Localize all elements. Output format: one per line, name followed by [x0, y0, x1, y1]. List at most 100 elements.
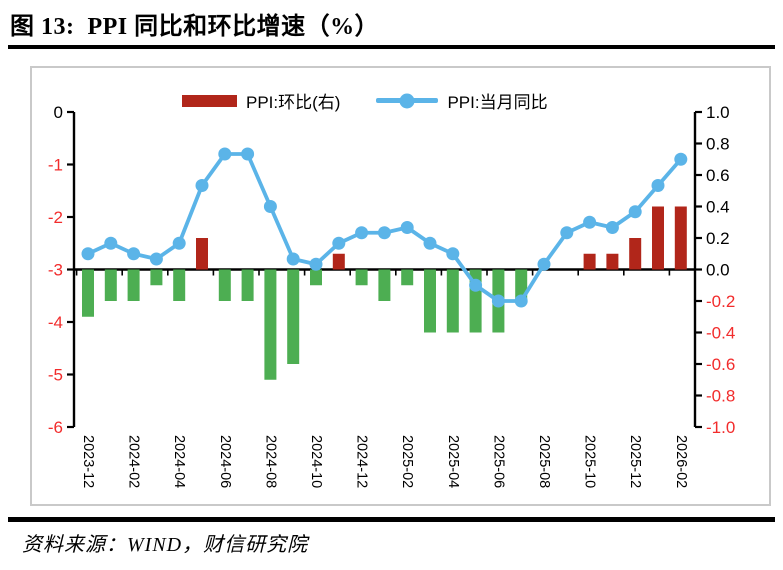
legend-item-mom: PPI:环比(右)	[182, 88, 340, 113]
line-point	[355, 226, 369, 240]
bar	[173, 269, 186, 301]
title-underline	[8, 45, 775, 49]
line-point	[286, 252, 300, 266]
line-point	[514, 294, 528, 308]
bar	[287, 269, 300, 364]
svg-text:2024-12: 2024-12	[354, 435, 370, 488]
legend-label-mom: PPI:环比(右)	[246, 93, 341, 112]
line-point	[241, 147, 255, 161]
line-point	[377, 226, 391, 240]
svg-text:-0.4: -0.4	[706, 324, 735, 343]
svg-text:-0.8: -0.8	[706, 387, 735, 406]
line-point	[537, 257, 551, 271]
bar	[264, 269, 277, 380]
line-point	[149, 252, 163, 266]
line-point	[469, 278, 483, 292]
svg-text:2026-02: 2026-02	[673, 435, 689, 488]
svg-text:-1: -1	[48, 156, 63, 175]
legend-label-yoy: PPI:当月同比	[447, 93, 548, 112]
line-point	[263, 200, 277, 213]
svg-text:0.6: 0.6	[706, 166, 730, 185]
svg-text:2025-04: 2025-04	[445, 435, 461, 488]
svg-text:0: 0	[54, 103, 63, 122]
line-point	[446, 247, 460, 261]
line-series-yoy	[81, 147, 688, 308]
line-point	[195, 179, 209, 192]
line-point	[104, 236, 118, 250]
line-point	[491, 294, 505, 308]
svg-text:-4: -4	[48, 313, 63, 332]
x-axis-ticks	[75, 269, 671, 276]
bar	[674, 206, 687, 270]
chart-legend: PPI:环比(右) PPI:当月同比	[182, 88, 548, 113]
bar	[104, 269, 117, 301]
svg-text:0.8: 0.8	[706, 135, 730, 154]
line-point	[560, 226, 574, 240]
line-point	[423, 236, 437, 250]
line-point	[651, 179, 665, 192]
svg-text:0.4: 0.4	[706, 198, 730, 217]
svg-text:-5: -5	[48, 366, 63, 385]
bar	[310, 269, 322, 286]
svg-text:-1.0: -1.0	[706, 418, 735, 437]
svg-text:2025-10: 2025-10	[582, 435, 598, 488]
svg-text:2025-08: 2025-08	[536, 435, 552, 488]
bar	[378, 269, 391, 301]
bars-series-mom	[82, 206, 687, 380]
x-axis-labels: 2023-12 2024-02 2024-04 2024-06 2024-08 2024-…	[80, 435, 689, 488]
footer-divider	[8, 517, 775, 522]
svg-text:0.2: 0.2	[706, 229, 730, 248]
bar	[606, 253, 619, 270]
line-point	[628, 205, 642, 219]
line-point	[172, 236, 186, 250]
bar-swatch-icon	[182, 94, 237, 107]
bar	[196, 238, 208, 270]
svg-text:2025-02: 2025-02	[399, 435, 415, 488]
svg-text:-2: -2	[48, 208, 63, 227]
ppi-chart-plot: 0 -1 -2 -3 -4 -5 -6 1.0 0.8 0.6 0.4 0.2 0.0 -0.2 -0.4 -…	[48, 103, 735, 488]
line-point	[309, 257, 323, 271]
bar	[583, 253, 596, 270]
bar	[424, 269, 436, 333]
svg-text:2023-12: 2023-12	[80, 435, 96, 488]
bar	[82, 269, 94, 317]
svg-text:-0.2: -0.2	[706, 292, 735, 311]
right-axis-ticks: 1.0 0.8 0.6 0.4 0.2 0.0 -0.2 -0.4 -0.6 -0.8 -1.0	[695, 103, 735, 437]
line-point	[583, 215, 597, 229]
svg-text:2025-12: 2025-12	[627, 435, 643, 488]
data-source-note: 资料来源：WIND，财信研究院	[22, 534, 309, 556]
bar	[446, 269, 459, 333]
bar	[355, 269, 368, 286]
svg-text:2024-04: 2024-04	[171, 435, 187, 488]
line-point	[605, 221, 619, 234]
line-point	[81, 247, 95, 261]
svg-text:-6: -6	[48, 418, 63, 437]
line-point	[332, 236, 346, 250]
bar	[150, 269, 163, 286]
svg-text:0.0: 0.0	[706, 261, 730, 280]
line-marker-icon	[399, 93, 415, 108]
line-swatch-icon	[376, 93, 439, 108]
svg-text:2024-06: 2024-06	[217, 435, 233, 488]
legend-item-yoy: PPI:当月同比	[376, 88, 548, 113]
svg-text:2025-06: 2025-06	[490, 435, 506, 488]
line-point	[674, 152, 688, 166]
svg-text:2024-08: 2024-08	[262, 435, 278, 488]
svg-text:-3: -3	[48, 261, 63, 280]
svg-text:1.0: 1.0	[706, 103, 730, 122]
bar	[127, 269, 140, 301]
bar	[332, 253, 345, 270]
page-title: 图 13: PPI 同比和环比增速（%）	[10, 14, 380, 40]
bar	[241, 269, 254, 301]
line-point	[400, 221, 414, 234]
bar	[401, 269, 414, 286]
bar	[652, 206, 664, 270]
svg-text:2024-10: 2024-10	[308, 435, 324, 488]
line-point	[218, 147, 232, 161]
left-axis-ticks: 0 -1 -2 -3 -4 -5 -6	[48, 103, 74, 437]
bar	[218, 269, 231, 301]
bar	[629, 238, 642, 270]
svg-text:2024-02: 2024-02	[126, 435, 142, 488]
line-point	[127, 247, 141, 261]
chart-container: 0 -1 -2 -3 -4 -5 -6 1.0 0.8 0.6 0.4 0.2 0.0 -0.2 -0.4 -…	[30, 66, 771, 506]
